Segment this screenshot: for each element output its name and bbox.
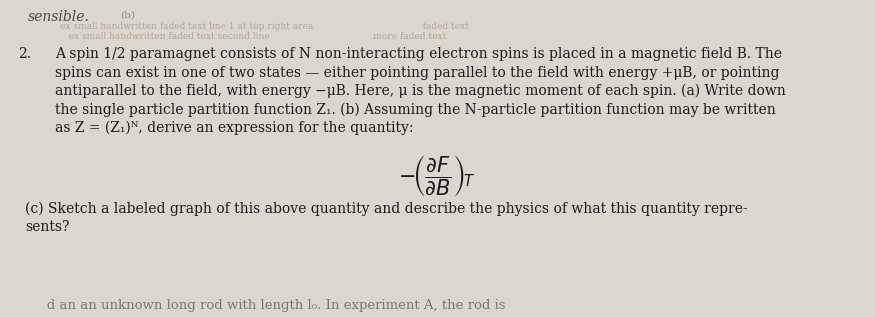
Text: ex small handwritten faded text second line                                    m: ex small handwritten faded text second l…	[60, 32, 446, 41]
Text: antiparallel to the field, with energy −μB. Here, μ is the magnetic moment of ea: antiparallel to the field, with energy −…	[55, 84, 786, 98]
Text: sents?: sents?	[25, 220, 69, 234]
Text: (b): (b)	[120, 11, 135, 20]
Text: the single particle partition function Z₁. (b) Assuming the N-particle partition: the single particle partition function Z…	[55, 102, 776, 117]
Text: spins can exist in one of two states — either pointing parallel to the field wit: spins can exist in one of two states — e…	[55, 66, 780, 80]
Text: A spin 1/2 paramagnet consists of N non-interacting electron spins is placed in : A spin 1/2 paramagnet consists of N non-…	[55, 47, 782, 61]
Text: (c) Sketch a labeled graph of this above quantity and describe the physics of wh: (c) Sketch a labeled graph of this above…	[25, 202, 748, 216]
Text: as Z = (Z₁)ᴺ, derive an expression for the quantity:: as Z = (Z₁)ᴺ, derive an expression for t…	[55, 121, 414, 135]
Text: $-\!\left(\dfrac{\partial F}{\partial B}\right)_{\!T}$: $-\!\left(\dfrac{\partial F}{\partial B}…	[398, 153, 476, 198]
Text: d an an unknown long rod with length l₀. In experiment A, the rod is: d an an unknown long rod with length l₀.…	[0, 299, 506, 312]
Text: 2.: 2.	[18, 47, 31, 61]
Text: ex small handwritten faded text line 1 at top right area                        : ex small handwritten faded text line 1 a…	[60, 22, 469, 31]
Text: sensible.: sensible.	[28, 10, 90, 24]
